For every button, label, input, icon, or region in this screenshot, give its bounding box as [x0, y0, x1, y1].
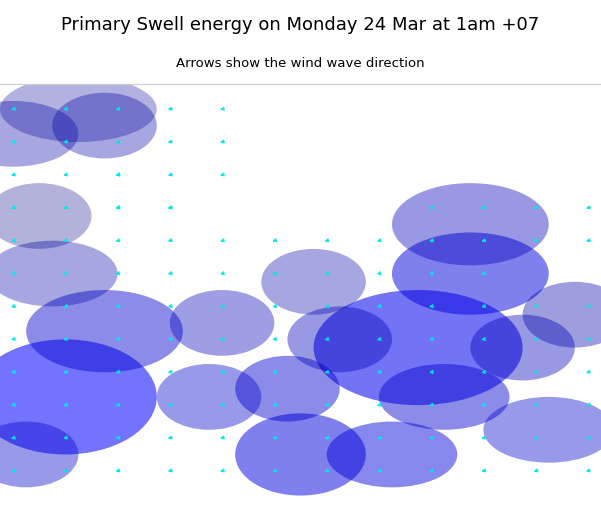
Ellipse shape: [314, 290, 523, 405]
Ellipse shape: [471, 315, 575, 380]
Ellipse shape: [235, 413, 366, 496]
Ellipse shape: [0, 101, 78, 167]
Ellipse shape: [0, 339, 157, 455]
Ellipse shape: [287, 307, 392, 372]
Ellipse shape: [392, 232, 549, 315]
Ellipse shape: [483, 397, 601, 463]
Ellipse shape: [170, 290, 275, 356]
Ellipse shape: [0, 183, 91, 249]
Ellipse shape: [326, 421, 457, 487]
Ellipse shape: [261, 249, 366, 315]
Ellipse shape: [0, 241, 118, 307]
Ellipse shape: [0, 421, 78, 487]
Ellipse shape: [235, 356, 340, 421]
Text: Primary Swell energy on Monday 24 Mar at 1am +07: Primary Swell energy on Monday 24 Mar at…: [61, 16, 540, 34]
Ellipse shape: [523, 282, 601, 348]
Ellipse shape: [379, 364, 510, 430]
Ellipse shape: [157, 364, 261, 430]
Ellipse shape: [26, 290, 183, 372]
Text: Arrows show the wind wave direction: Arrows show the wind wave direction: [176, 57, 425, 70]
Ellipse shape: [0, 76, 157, 142]
Ellipse shape: [52, 93, 157, 159]
Ellipse shape: [392, 183, 549, 265]
